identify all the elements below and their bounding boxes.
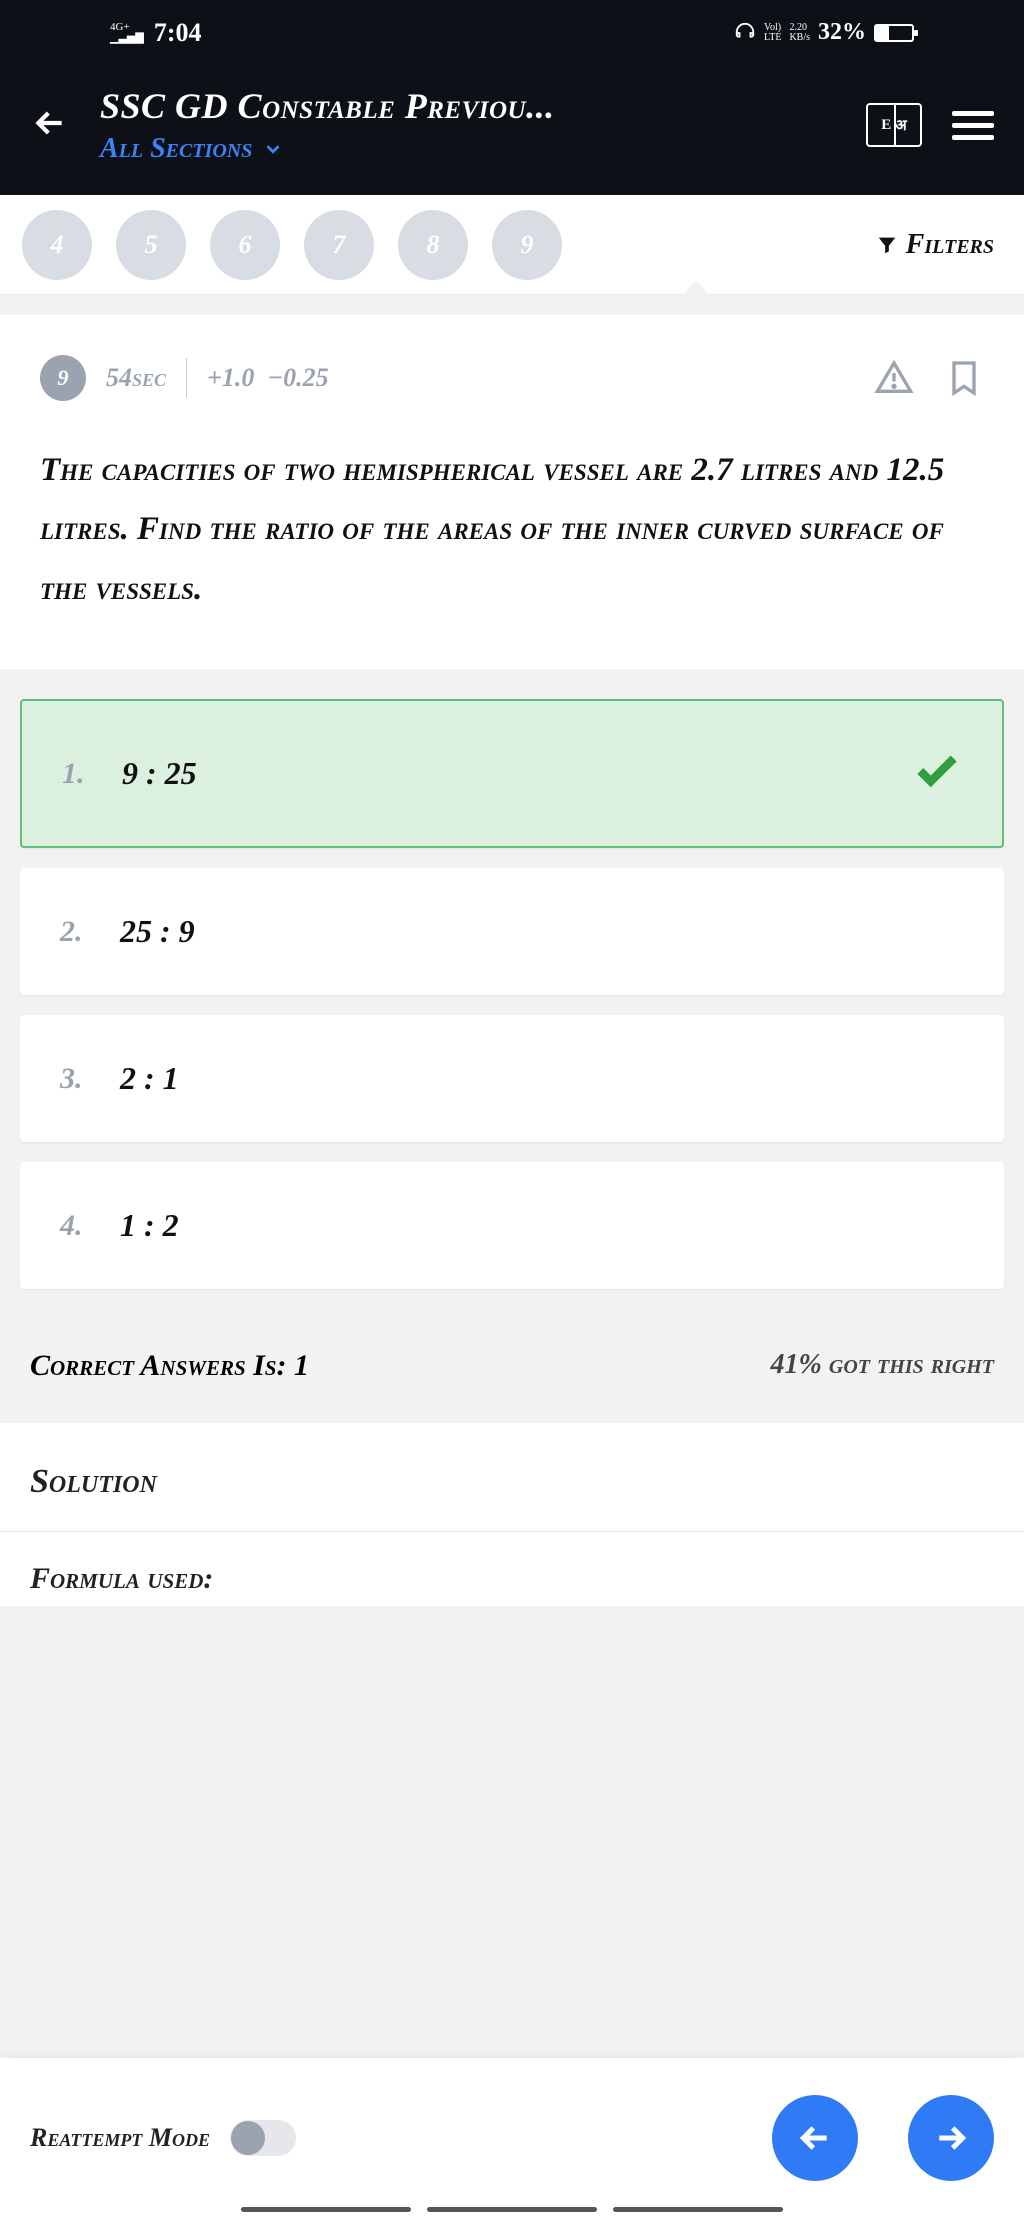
filters-button[interactable]: Filters [876,229,1014,261]
question-pill[interactable]: 7 [304,210,374,280]
option-number: 2. [60,915,120,949]
vol-label: Vol) [764,23,781,33]
battery-icon [874,24,914,42]
option-item[interactable]: 3. 2 : 1 [20,1015,1004,1142]
speed-bot: KB/s [789,33,810,43]
positive-marks: +1.0 [207,363,254,392]
question-text: The capacities of two hemispherical vess… [40,441,984,619]
back-button[interactable] [30,103,70,148]
lte-label: LTE [764,33,781,43]
bottom-bar: Reattempt Mode [0,2058,1024,2218]
filter-icon [876,234,898,256]
percent-correct: 41% got this right [771,1349,994,1383]
check-icon [912,746,962,801]
option-text: 25 : 9 [120,913,964,950]
option-text: 2 : 1 [120,1060,964,1097]
speed-top: 2.20 [789,23,810,33]
option-item[interactable]: 4. 1 : 2 [20,1162,1004,1289]
language-toggle[interactable]: E अ [866,103,922,147]
option-item[interactable]: 1. 9 : 25 [20,699,1004,848]
time-spent: 54sec [106,363,166,393]
page-title: SSC GD Constable Previou... [100,85,866,127]
option-number: 4. [60,1209,120,1243]
question-pill[interactable]: 5 [116,210,186,280]
section-label: All Sections [100,133,252,165]
prev-button[interactable] [772,2095,858,2181]
correct-summary: Correct Answers Is: 1 41% got this right [0,1319,1024,1423]
filters-label: Filters [906,229,994,261]
options-list: 1. 9 : 25 2. 25 : 9 3. 2 : 1 4. 1 : 2 [0,669,1024,1319]
next-button[interactable] [908,2095,994,2181]
clock-time: 7:04 [154,18,202,48]
option-text: 9 : 25 [122,755,912,792]
bookmark-icon[interactable] [944,358,984,398]
correct-answer-label: Correct Answers Is: 1 [30,1349,309,1383]
status-bar: 4G+ ▁▃▅▇ 7:04 Vol) LTE 2.20 KB/s 32% [0,0,1024,65]
section-dropdown[interactable]: All Sections [100,133,866,165]
reattempt-toggle[interactable] [230,2120,296,2156]
lang-en: E [879,117,893,134]
question-pill[interactable]: 8 [398,210,468,280]
question-pill[interactable]: 9 [492,210,562,280]
headphones-icon [734,22,756,44]
signal-label: 4G+ [110,22,144,33]
option-text: 1 : 2 [120,1207,964,1244]
option-item[interactable]: 2. 25 : 9 [20,868,1004,995]
menu-button[interactable] [952,111,994,140]
option-number: 3. [60,1062,120,1096]
solution-heading: Solution [30,1463,994,1501]
battery-pct: 32% [818,19,866,46]
reattempt-label: Reattempt Mode [30,2123,210,2153]
question-nav-row: 4 5 6 7 8 9 Filters [0,195,1024,295]
question-pill[interactable]: 4 [22,210,92,280]
signal-bars-icon: ▁▃▅▇ [110,33,144,44]
option-number: 1. [62,757,122,791]
solution-card: Solution Formula used: [0,1423,1024,1606]
negative-marks: −0.25 [267,363,328,392]
gesture-bar [0,2207,1024,2212]
chevron-down-icon [262,138,284,160]
app-header: SSC GD Constable Previou... All Sections… [0,65,1024,195]
formula-heading: Formula used: [30,1562,994,1596]
active-indicator [682,281,710,295]
question-pill[interactable]: 6 [210,210,280,280]
report-icon[interactable] [874,358,914,398]
question-number-badge: 9 [40,355,86,401]
question-card: 9 54sec +1.0 −0.25 The capacities of two… [0,315,1024,669]
